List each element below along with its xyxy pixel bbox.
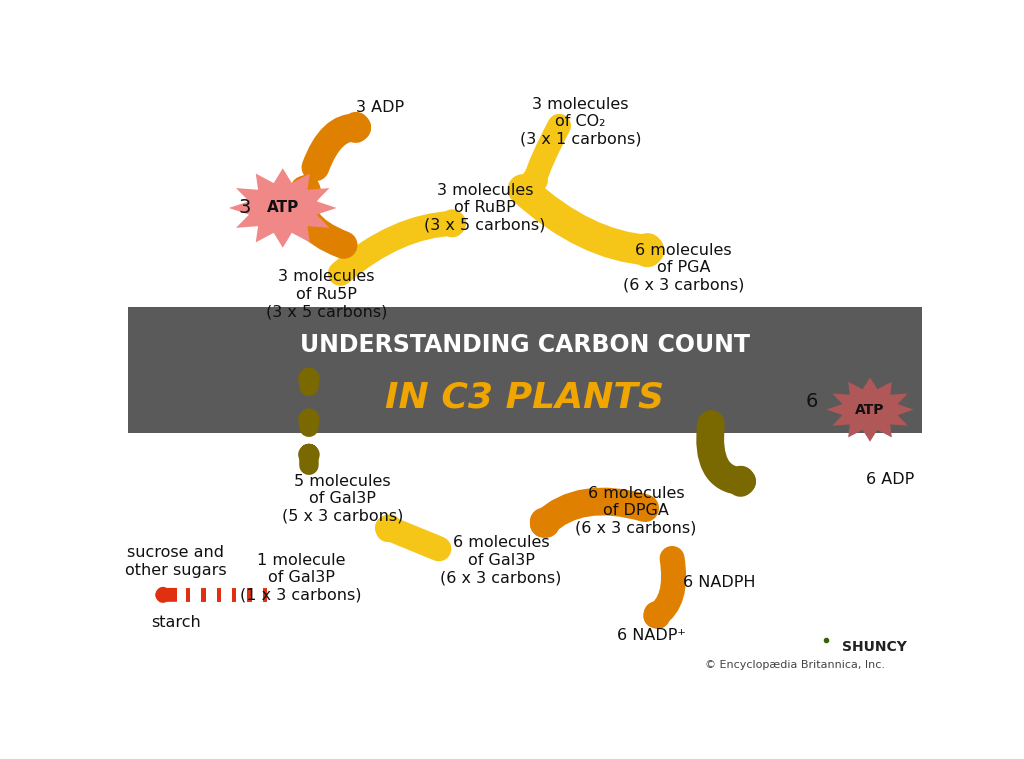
- Text: IN C3 PLANTS: IN C3 PLANTS: [385, 381, 665, 414]
- Text: 6: 6: [806, 392, 818, 411]
- Text: 3 molecules
of CO₂
(3 x 1 carbons): 3 molecules of CO₂ (3 x 1 carbons): [519, 97, 641, 146]
- Text: ATP: ATP: [266, 200, 299, 216]
- Text: 3: 3: [239, 198, 251, 218]
- Text: sucrose and
other sugars: sucrose and other sugars: [125, 546, 226, 578]
- Text: 3 molecules
of Ru5P
(3 x 5 carbons): 3 molecules of Ru5P (3 x 5 carbons): [265, 269, 387, 319]
- Text: 3 ADP: 3 ADP: [356, 100, 404, 115]
- Bar: [128, 307, 922, 433]
- Text: 6 NADPH: 6 NADPH: [683, 575, 756, 590]
- Text: © Encyclopædia Britannica, Inc.: © Encyclopædia Britannica, Inc.: [705, 660, 885, 670]
- Text: 6 molecules
of Gal3P
(6 x 3 carbons): 6 molecules of Gal3P (6 x 3 carbons): [440, 535, 562, 585]
- Polygon shape: [228, 168, 337, 247]
- Text: 6 molecules
of PGA
(6 x 3 carbons): 6 molecules of PGA (6 x 3 carbons): [623, 243, 744, 293]
- Text: 3 molecules
of RuBP
(3 x 5 carbons): 3 molecules of RuBP (3 x 5 carbons): [424, 183, 546, 233]
- Text: ATP: ATP: [855, 402, 885, 417]
- Text: 6 NADP⁺: 6 NADP⁺: [617, 628, 686, 644]
- Text: SHUNCY: SHUNCY: [842, 641, 907, 654]
- Text: 5 molecules
of Gal3P
(5 x 3 carbons): 5 molecules of Gal3P (5 x 3 carbons): [282, 474, 403, 524]
- Text: 1 molecule
of Gal3P
(1 x 3 carbons): 1 molecule of Gal3P (1 x 3 carbons): [241, 553, 361, 603]
- Text: 6 ADP: 6 ADP: [865, 472, 914, 487]
- Text: 6 molecules
of DPGA
(6 x 3 carbons): 6 molecules of DPGA (6 x 3 carbons): [575, 486, 696, 535]
- Text: UNDERSTANDING CARBON COUNT: UNDERSTANDING CARBON COUNT: [300, 333, 750, 357]
- Text: starch: starch: [151, 616, 201, 631]
- Polygon shape: [826, 377, 913, 442]
